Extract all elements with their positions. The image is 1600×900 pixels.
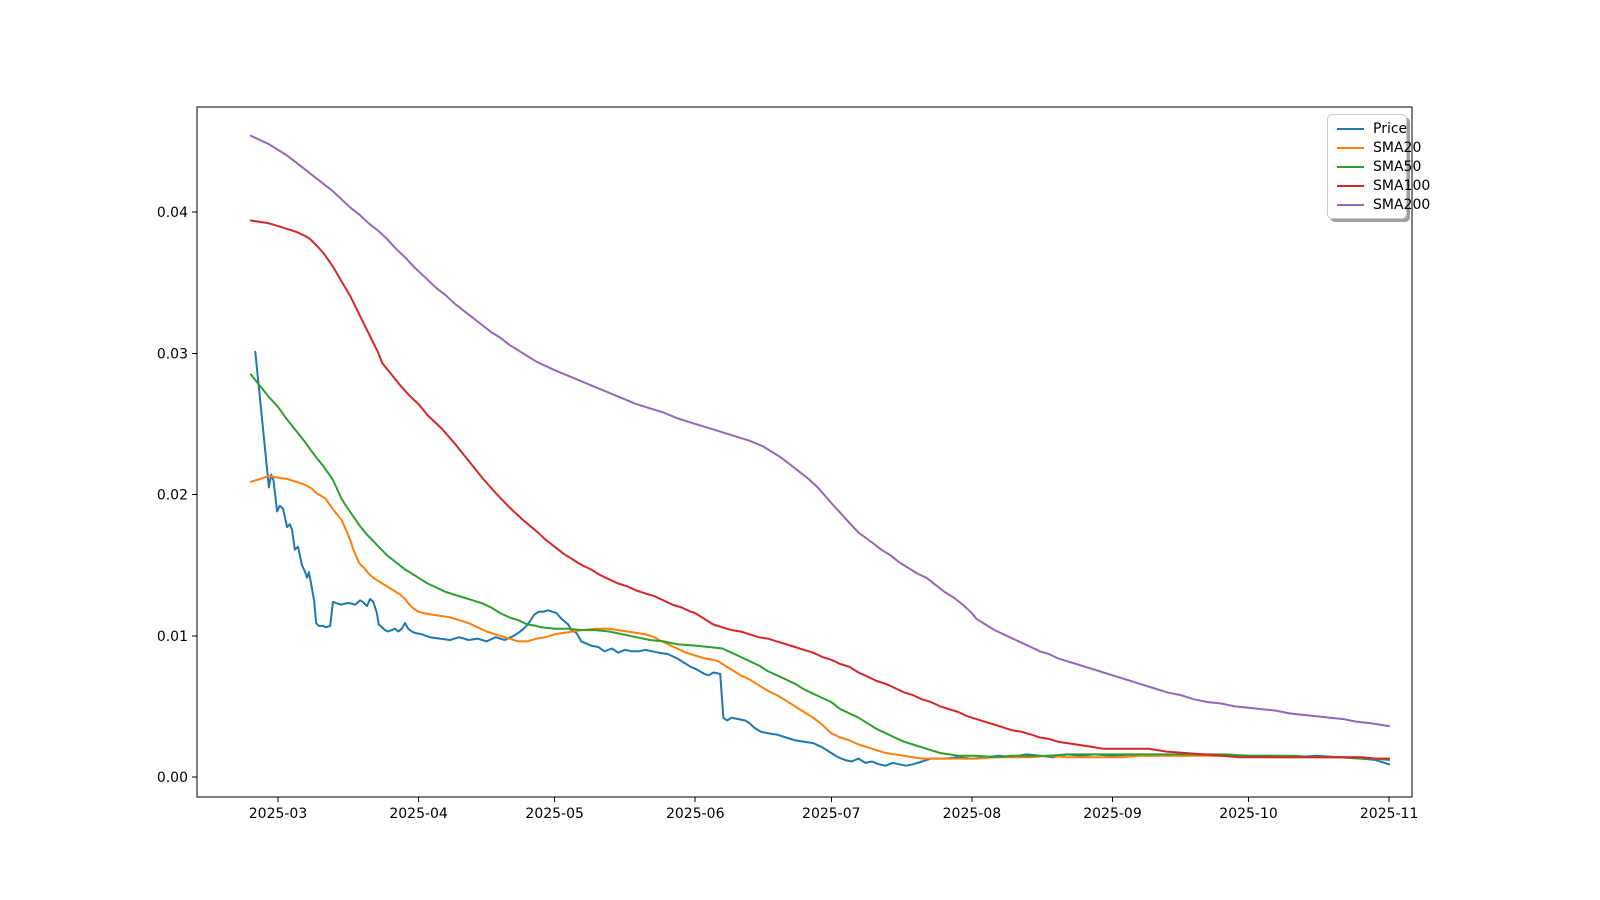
y-tick-label: 0.01 — [157, 629, 188, 645]
x-tick-label: 2025-11 — [1360, 806, 1419, 822]
plot-frame — [196, 106, 1413, 798]
legend-item-sma200: SMA200 — [1337, 195, 1430, 214]
legend-item-price: Price — [1337, 119, 1407, 138]
legend-box: Price SMA20 SMA50 SMA100 SMA200 — [1327, 114, 1430, 219]
legend-line-sample — [1337, 165, 1364, 168]
legend-line-sample — [1337, 184, 1364, 187]
legend-item-sma50: SMA50 — [1337, 157, 1421, 176]
series-line-sma100 — [249, 219, 1391, 760]
legend-label: SMA20 — [1373, 139, 1422, 156]
y-tick-label: 0.02 — [157, 488, 188, 504]
y-tick-label: 0.03 — [157, 346, 188, 362]
series-line-sma20 — [249, 475, 1391, 760]
x-tick-label: 2025-05 — [525, 806, 584, 822]
legend-line-sample — [1337, 203, 1364, 206]
y-tick-label: 0.00 — [157, 770, 188, 786]
y-tick-label: 0.04 — [157, 205, 188, 221]
x-tick-label: 2025-04 — [389, 806, 448, 822]
x-tick-label: 2025-06 — [666, 806, 725, 822]
series-line-sma200 — [249, 134, 1391, 728]
legend-label: SMA50 — [1373, 158, 1422, 175]
x-tick-label: 2025-03 — [249, 806, 308, 822]
legend-item-sma20: SMA20 — [1337, 138, 1421, 157]
legend-line-sample — [1337, 127, 1364, 130]
x-tick-label: 2025-08 — [943, 806, 1002, 822]
x-tick-label: 2025-07 — [802, 806, 861, 822]
legend-label: Price — [1373, 120, 1408, 137]
legend-line-sample — [1337, 146, 1364, 149]
x-tick-label: 2025-09 — [1083, 806, 1142, 822]
legend-label: SMA200 — [1373, 196, 1431, 213]
legend-item-sma100: SMA100 — [1337, 176, 1430, 195]
x-tick-label: 2025-10 — [1219, 806, 1278, 822]
legend-label: SMA100 — [1373, 177, 1431, 194]
series-line-sma50 — [249, 373, 1391, 761]
series-line-price — [254, 350, 1391, 767]
